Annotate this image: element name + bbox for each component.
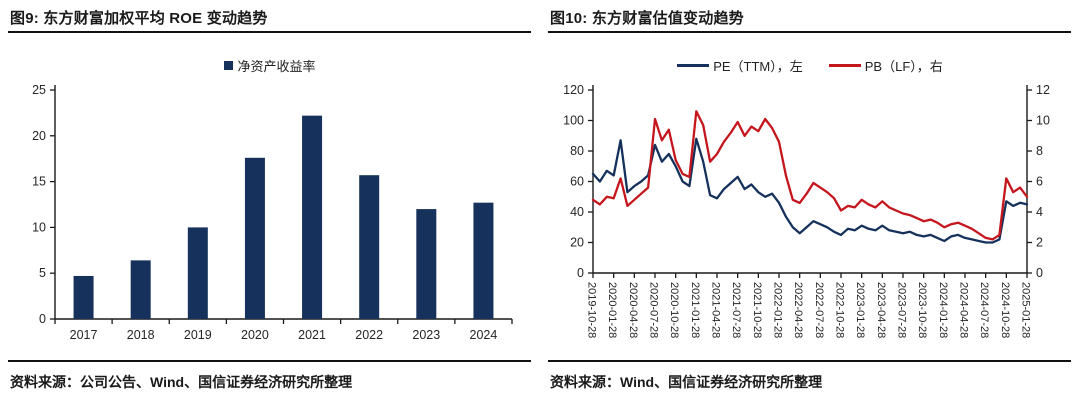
x-axis-label: 2020-07-28 xyxy=(648,282,660,338)
legend-label: PB（LF），右 xyxy=(864,59,943,74)
x-axis-label: 2023 xyxy=(412,328,440,342)
x-axis-label: 2018 xyxy=(127,328,155,342)
x-axis-label: 2024-10-28 xyxy=(999,282,1011,338)
x-axis-label: 2020-04-28 xyxy=(627,282,639,338)
right-y-axis-label: 12 xyxy=(1036,83,1050,97)
x-axis-label: 2023-04-28 xyxy=(875,282,887,338)
left-y-axis-label: 20 xyxy=(570,236,584,250)
y-axis-label: 10 xyxy=(32,220,46,234)
x-axis-label: 2017 xyxy=(70,328,98,342)
legend-swatch xyxy=(828,64,861,67)
left-y-axis-label: 120 xyxy=(563,83,584,97)
left-y-axis-label: 40 xyxy=(570,205,584,219)
x-axis-label: 2019-10-28 xyxy=(586,282,598,338)
roe-bar-chart: 0 5 10 15 20 25 2017 2018 2019 2020 2021 2022 2023 20… xyxy=(32,83,513,342)
y-axis-label: 20 xyxy=(32,129,46,143)
x-axis-label: 2022-01-28 xyxy=(772,282,784,338)
y-axis-label: 5 xyxy=(39,266,46,280)
x-axis-label: 2020-01-28 xyxy=(606,282,618,338)
right-y-axis-label: 0 xyxy=(1036,266,1043,280)
x-axis-label: 2021-04-28 xyxy=(710,282,722,338)
x-axis-label: 2019 xyxy=(184,328,212,342)
right-y-axis-label: 6 xyxy=(1036,175,1043,189)
x-axis-label: 2022 xyxy=(355,328,383,342)
right-y-axis-label: 4 xyxy=(1036,205,1043,219)
figure9-title-rule xyxy=(8,31,531,33)
x-axis-label: 2023-10-28 xyxy=(916,282,928,338)
right-y-axis-label: 8 xyxy=(1036,144,1043,158)
legend-label: PE（TTM），左 xyxy=(713,59,803,74)
valuation-line-chart: 0 20 40 60 80 100 120 0 2 4 6 8 10 12 2019-10-28 2020-0… xyxy=(563,83,1050,338)
figure9-title: 图9: 东方财富加权平均 ROE 变动趋势 xyxy=(10,10,268,27)
x-axis-label: 2021-10-28 xyxy=(751,282,763,338)
x-axis-label: 2020-10-28 xyxy=(668,282,680,338)
bar-plot-area: 0 5 10 15 20 25 2017 2018 2019 2020 2021 2022 2023 20… xyxy=(32,83,513,342)
bar-2019 xyxy=(187,227,208,319)
x-axis-label: 2021-01-28 xyxy=(689,282,701,338)
x-axis-label: 2024-01-28 xyxy=(937,282,949,338)
figure10-title: 图10: 东方财富估值变动趋势 xyxy=(550,10,744,27)
bar-2017 xyxy=(73,275,94,319)
x-axis-label: 2023-07-28 xyxy=(896,282,908,338)
pb-lf-line xyxy=(591,110,1029,241)
legend-item: PE（TTM），左 xyxy=(677,56,803,75)
x-axis-label: 2023-01-28 xyxy=(854,282,866,338)
bar-2023 xyxy=(416,209,437,319)
legend-item: PB（LF），右 xyxy=(828,56,943,75)
panel-figure9-roe: 图9: 东方财富加权平均 ROE 变动趋势 净资产收益率 0 5 10 15 20 25 2… xyxy=(0,10,540,390)
x-axis-label: 2022-10-28 xyxy=(834,282,846,338)
x-axis-label: 2024-07-28 xyxy=(978,282,990,338)
y-axis-label: 15 xyxy=(32,175,46,189)
right-y-axis-label: 2 xyxy=(1036,236,1043,250)
legend-swatch xyxy=(224,61,234,70)
panel-figure10-valuation: 图10: 东方财富估值变动趋势 PE（TTM），左 PB（LF），右 0 20 40 6… xyxy=(540,0,1080,403)
x-axis-label: 2024-04-28 xyxy=(958,282,970,338)
right-y-axis-label: 10 xyxy=(1036,114,1050,128)
x-axis-label: 2021-07-28 xyxy=(730,282,742,338)
x-axis-label: 2020 xyxy=(241,328,269,342)
left-y-axis-label: 80 xyxy=(570,144,584,158)
x-axis-label: 2022-07-28 xyxy=(813,282,825,338)
bar-2021 xyxy=(302,115,323,319)
bar-2024 xyxy=(473,202,494,319)
roe-chart-legend: 净资产收益率 xyxy=(0,56,540,75)
x-axis-label: 2025-01-28 xyxy=(1020,282,1032,338)
valuation-chart-legend: PE（TTM），左 PB（LF），右 xyxy=(540,56,1080,75)
left-y-axis-label: 60 xyxy=(570,175,584,189)
left-y-axis-label: 0 xyxy=(577,266,584,280)
legend-label: 净资产收益率 xyxy=(237,59,316,74)
x-axis-label: 2024 xyxy=(470,328,498,342)
bar-2022 xyxy=(359,175,380,319)
y-axis-label: 0 xyxy=(39,312,46,326)
figure10-source-rule xyxy=(548,360,1071,362)
bar-2018 xyxy=(130,260,151,319)
bar-2020 xyxy=(244,157,265,319)
figure9-source-rule xyxy=(8,360,531,362)
x-axis-label: 2022-04-28 xyxy=(792,282,804,338)
line-plot-area: 0 20 40 60 80 100 120 0 2 4 6 8 10 12 2019-10-28 2020-0… xyxy=(563,83,1050,338)
pe-ttm-line xyxy=(591,137,1029,244)
x-axis-label: 2021 xyxy=(298,328,326,342)
y-axis-label: 25 xyxy=(32,83,46,97)
legend-item: 净资产收益率 xyxy=(224,56,316,75)
figure10-title-rule xyxy=(548,31,1071,33)
figure9-source: 资料来源：公司公告、Wind、国信证券经济研究所整理 xyxy=(10,374,353,390)
figure10-source: 资料来源：Wind、国信证券经济研究所整理 xyxy=(550,374,823,390)
left-y-axis-label: 100 xyxy=(563,114,584,128)
legend-swatch xyxy=(677,64,710,67)
